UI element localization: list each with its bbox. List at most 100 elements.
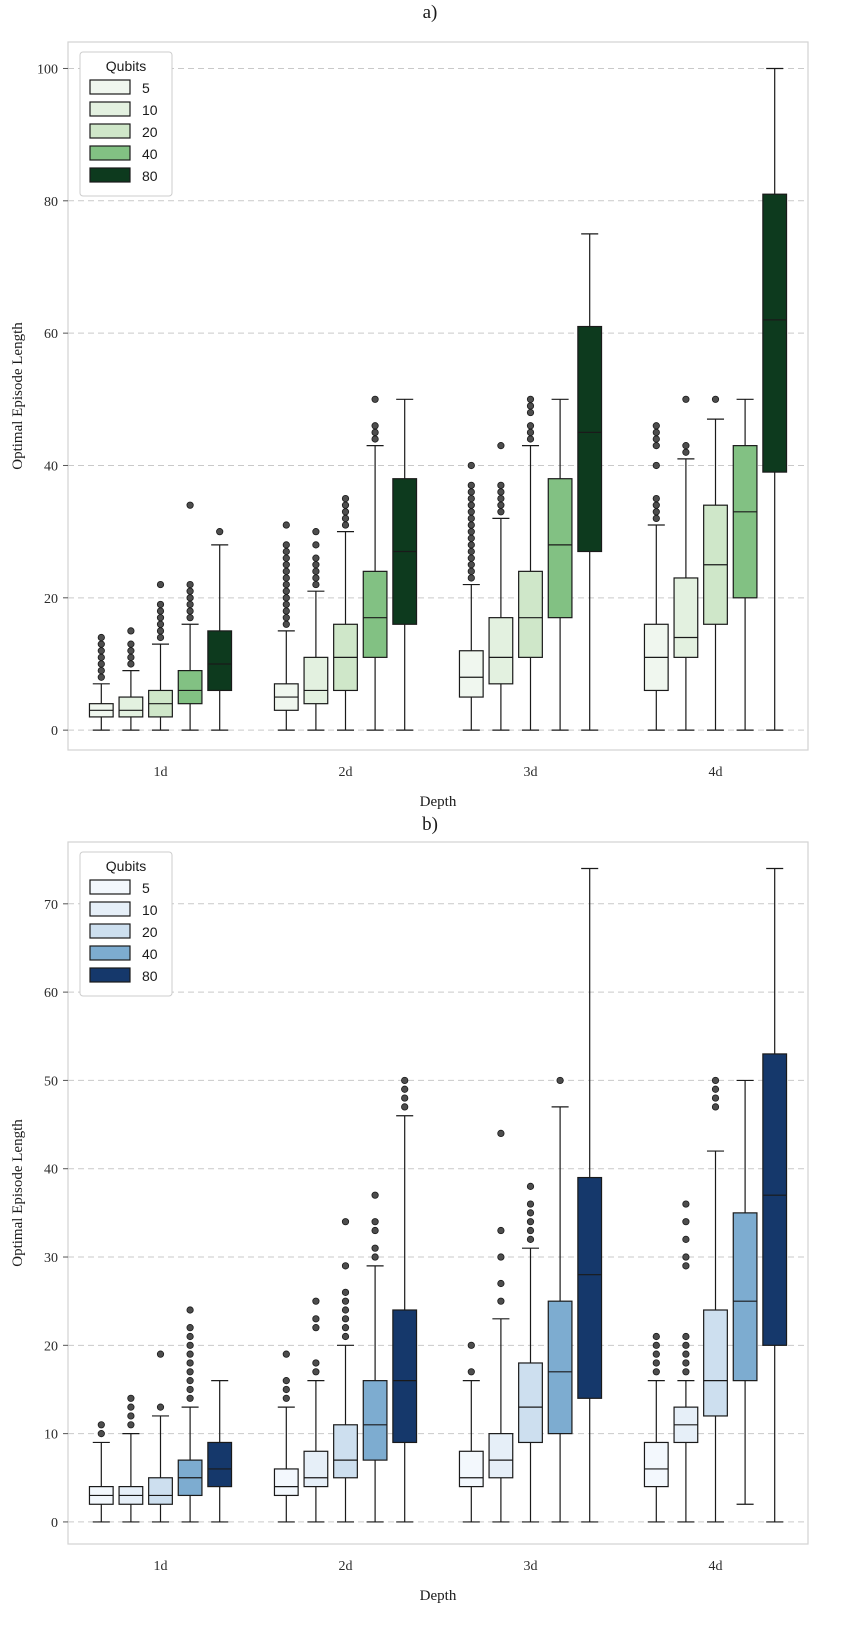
y-axis-label: Optimal Episode Length [10,322,26,470]
outlier-point [682,1359,690,1367]
outlier-point [467,501,475,509]
y-tick-label: 60 [44,327,58,342]
outlier-point [682,1235,690,1243]
outlier-point [556,1076,564,1085]
legend-label-5: 5 [142,80,150,96]
box-1d-q10 [118,627,144,731]
outlier-point [282,1394,290,1402]
box-3d-q5 [458,1341,484,1523]
box-2d-q10 [303,528,329,731]
box-4d-q5 [643,1332,669,1523]
outlier-point [312,580,320,589]
outlier-point [682,1218,690,1226]
outlier-point [127,647,135,655]
outlier-point [312,561,320,569]
y-tick-label: 0 [51,724,58,739]
outlier-point [282,594,290,602]
outlier-point [341,494,350,503]
y-tick-label: 40 [44,1163,58,1178]
y-tick-label: 30 [44,1251,58,1266]
outlier-point [467,541,475,549]
legend-label-5: 5 [142,880,150,896]
outlier-point [467,547,475,556]
outlier-point [682,1262,690,1270]
outlier-point [186,1377,194,1385]
outlier-point [312,1297,320,1305]
outlier-point [711,395,720,403]
outlier-point [711,1085,720,1093]
y-tick-label: 80 [44,195,58,210]
x-tick-label: 2d [339,765,353,780]
outlier-point [282,574,290,582]
outlier-point [467,521,475,529]
y-tick-label: 0 [51,1516,58,1531]
outlier-point [282,600,290,609]
outlier-point [186,607,194,615]
outlier-point [341,508,350,516]
panel-a-chart: 0 20 40 60 80 100 1d 2d 3d 4d Depth Optimal Episode… [10,41,809,810]
outlier-point [711,1076,720,1085]
box-rect [392,1309,418,1444]
outlier-point [401,1103,409,1111]
x-tick-label: 2d [339,1559,353,1574]
legend-label-20: 20 [142,924,158,940]
legend-title: Qubits [106,58,146,74]
box-1d-q5 [88,633,114,731]
y-tick-label: 70 [44,898,58,913]
outlier-point [282,1385,290,1394]
outlier-point [371,422,379,430]
outlier-point [97,1421,105,1429]
box-3d-q80 [577,867,603,1523]
outlier-point [312,554,320,562]
legend-swatch-10 [89,101,131,117]
box-rect [488,1433,514,1479]
outlier-point [156,600,165,609]
outlier-point [312,574,320,582]
outlier-point [401,1076,409,1085]
outlier-point [341,1218,350,1226]
outlier-point [652,1341,660,1349]
outlier-point [186,594,194,602]
box-4d-q20 [703,1076,728,1523]
outlier-point [497,1129,505,1137]
legend-swatch-80 [89,967,131,983]
box-rect [303,1450,329,1488]
box-rect [458,650,484,698]
box-4d-q5 [643,422,669,731]
outlier-point [282,541,290,549]
outlier-point [497,508,505,516]
y-tick-label: 40 [44,459,58,474]
box-2d-q5 [273,1350,299,1523]
outlier-point [467,574,475,582]
box-rect [643,1441,669,1488]
panel-a: a) 0 20 40 60 80 100 1d 2d 3d 4d Depth Optimal Epis… [0,0,860,812]
legend-label-40: 40 [142,146,158,162]
outlier-point [186,1385,194,1394]
outlier-point [216,528,224,536]
outlier-point [156,620,165,628]
outlier-point [341,501,350,509]
box-rect [762,1053,788,1346]
box-rect [273,1468,299,1497]
box-3d-q10 [488,442,514,731]
outlier-point [97,660,105,668]
outlier-point [652,1368,660,1376]
outlier-point [497,501,505,509]
outlier-point [497,1226,505,1235]
outlier-point [156,614,165,622]
outlier-point [312,1368,320,1376]
outlier-point [97,673,105,681]
box-3d-q40 [547,398,573,731]
box-rect [303,656,329,705]
box-rect [118,696,144,718]
outlier-point [127,653,135,661]
box-1d-q80 [207,528,233,731]
box-3d-q20 [518,395,543,731]
outlier-point [186,600,194,609]
outlier-point [282,1377,290,1385]
outlier-point [652,1359,660,1367]
outlier-point [186,614,194,622]
outlier-point [127,1403,135,1411]
box-4d-q80 [762,867,788,1523]
outlier-point [186,1324,194,1332]
